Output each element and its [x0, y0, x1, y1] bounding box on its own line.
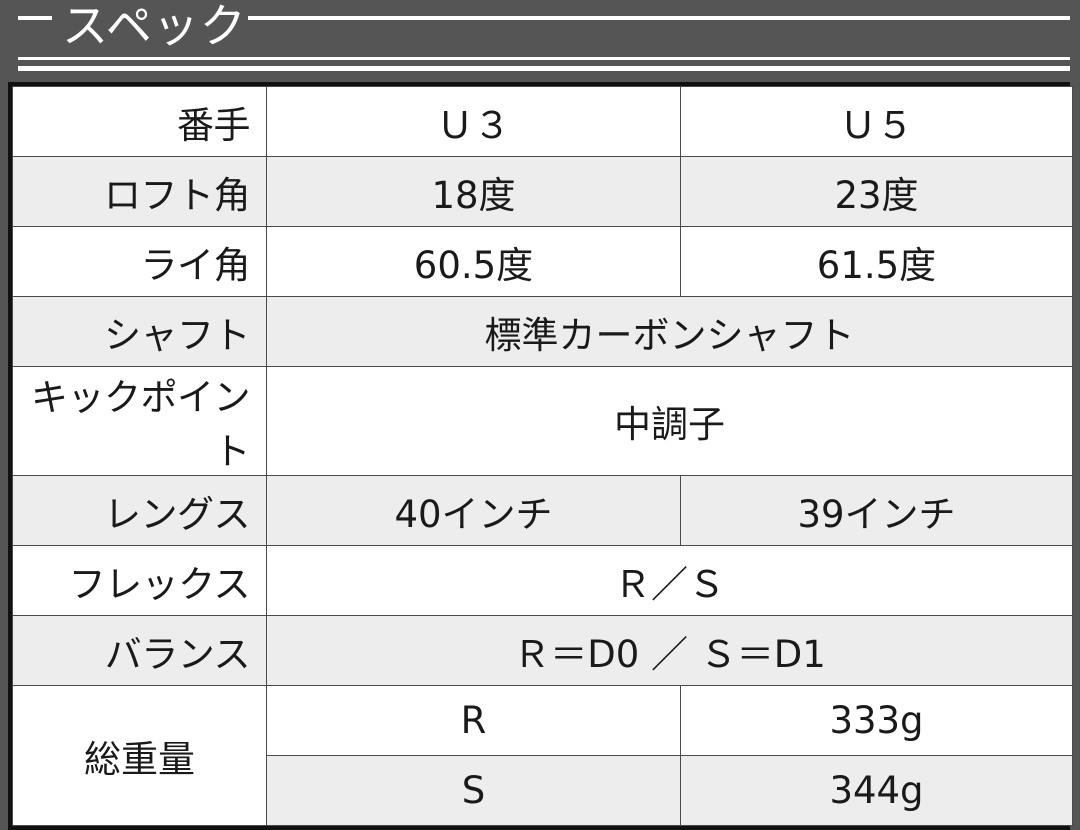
row-label-lie: ライ角: [12, 226, 267, 297]
header-dash-right-icon: [248, 16, 1070, 20]
row-label-shaft: シャフト: [12, 296, 267, 367]
cell-u3-length: 40インチ: [266, 475, 681, 546]
row-label-flex: フレックス: [12, 545, 267, 616]
cell-u3-lie: 60.5度: [266, 226, 681, 297]
page-title: スペック: [62, 0, 247, 53]
table-row: レングス 40インチ 39インチ: [12, 475, 1073, 546]
row-label-bangou: 番手: [12, 86, 267, 157]
table-row: フレックス Ｒ／Ｓ: [12, 545, 1073, 616]
row-label-total-weight: 総重量: [12, 685, 267, 826]
cell-flex-r: R: [266, 685, 681, 756]
cell-u5-lie: 61.5度: [680, 226, 1073, 297]
spec-table-container: 番手 Ｕ３ Ｕ５ ロフト角 18度 23度 ライ角 60.5度 61.5度 シャ…: [8, 82, 1073, 830]
row-label-length: レングス: [12, 475, 267, 546]
cell-u3-loft: 18度: [266, 156, 681, 227]
header-rule-thick: [18, 66, 1070, 71]
spec-table: 番手 Ｕ３ Ｕ５ ロフト角 18度 23度 ライ角 60.5度 61.5度 シャ…: [12, 86, 1073, 826]
table-row: ライ角 60.5度 61.5度: [12, 226, 1073, 297]
row-label-balance: バランス: [12, 615, 267, 686]
cell-balance-value: Ｒ＝D0 ／ Ｓ＝D1: [266, 615, 1073, 686]
cell-flex-value: Ｒ／Ｓ: [266, 545, 1073, 616]
cell-shaft-value: 標準カーボンシャフト: [266, 296, 1073, 367]
table-row: ロフト角 18度 23度: [12, 156, 1073, 227]
cell-kickpoint-value: 中調子: [266, 366, 1073, 476]
section-header: スペック: [0, 0, 1080, 82]
table-row: 総重量 R 333g 343g: [12, 685, 1073, 826]
table-row: 番手 Ｕ３ Ｕ５: [12, 86, 1073, 157]
cell-u5-length: 39インチ: [680, 475, 1073, 546]
header-dash-left-icon: [18, 16, 52, 20]
table-row: キックポイント 中調子: [12, 366, 1073, 476]
cell-u3-bangou: Ｕ３: [266, 86, 681, 157]
cell-u3-weight-s: 344g: [680, 755, 1073, 826]
cell-u3-weight-r: 333g: [680, 685, 1073, 756]
table-row: シャフト 標準カーボンシャフト: [12, 296, 1073, 367]
table-row: バランス Ｒ＝D0 ／ Ｓ＝D1: [12, 615, 1073, 686]
cell-u5-loft: 23度: [680, 156, 1073, 227]
cell-u5-bangou: Ｕ５: [680, 86, 1073, 157]
header-rule-thin: [18, 57, 1070, 60]
row-label-loft: ロフト角: [12, 156, 267, 227]
row-label-kickpoint: キックポイント: [12, 366, 267, 476]
cell-flex-s: S: [266, 755, 681, 826]
